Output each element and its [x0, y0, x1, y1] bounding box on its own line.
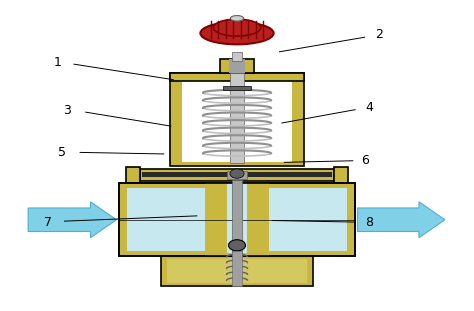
- Polygon shape: [28, 202, 117, 238]
- Bar: [161, 256, 313, 285]
- Bar: [140, 169, 334, 181]
- Text: 5: 5: [58, 146, 66, 159]
- Bar: [259, 183, 269, 256]
- Text: 6: 6: [361, 154, 369, 167]
- Bar: [227, 183, 247, 253]
- Polygon shape: [357, 202, 445, 238]
- Bar: [119, 183, 355, 256]
- Bar: [269, 188, 346, 252]
- Bar: [223, 86, 251, 91]
- Bar: [229, 58, 245, 73]
- Ellipse shape: [230, 16, 244, 21]
- Bar: [128, 188, 205, 252]
- Circle shape: [230, 169, 244, 178]
- Circle shape: [228, 240, 246, 251]
- Bar: [167, 259, 307, 283]
- Bar: [334, 167, 348, 183]
- Ellipse shape: [213, 19, 261, 36]
- Text: 8: 8: [365, 216, 374, 229]
- Bar: [170, 73, 304, 81]
- Bar: [232, 52, 242, 61]
- Bar: [170, 73, 304, 166]
- Bar: [182, 81, 292, 162]
- Bar: [205, 183, 215, 256]
- Text: 3: 3: [63, 104, 71, 117]
- Bar: [126, 167, 140, 183]
- Bar: [227, 170, 247, 179]
- Bar: [230, 73, 244, 163]
- Bar: [215, 183, 259, 256]
- Text: 2: 2: [375, 28, 383, 41]
- Bar: [232, 252, 242, 285]
- Bar: [119, 183, 355, 256]
- Text: 1: 1: [54, 56, 61, 69]
- Ellipse shape: [201, 22, 273, 44]
- Text: 4: 4: [365, 101, 373, 114]
- Bar: [232, 180, 242, 256]
- Bar: [143, 172, 331, 177]
- Text: 7: 7: [44, 216, 52, 229]
- Bar: [220, 58, 254, 73]
